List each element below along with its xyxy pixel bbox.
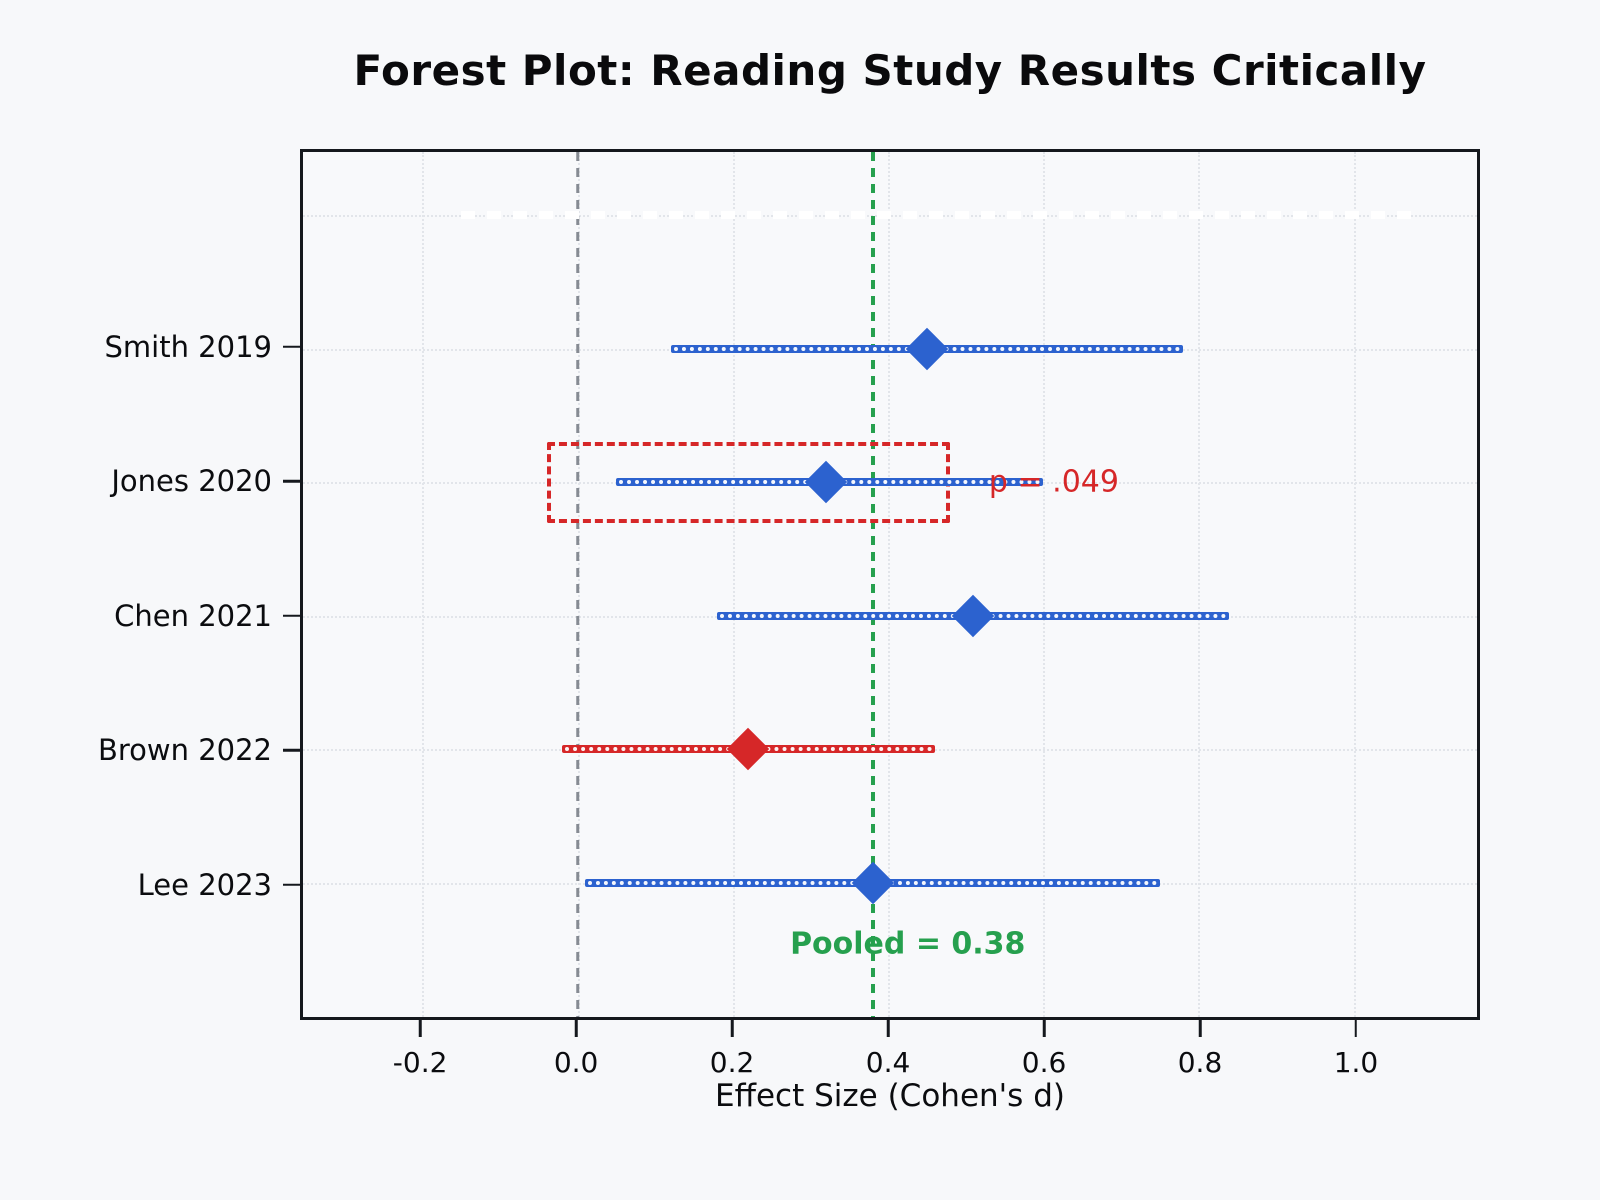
pooled-effect-line — [870, 152, 875, 1017]
zero-reference-line — [575, 152, 580, 1017]
estimate-marker-chen-2021 — [952, 594, 995, 637]
plot-area: p = .049 Pooled = 0.38 — [300, 149, 1480, 1020]
study-label-smith-2019: Smith 2019 — [104, 329, 273, 364]
study-label-lee-2023: Lee 2023 — [137, 867, 272, 902]
ghost-ci-bar — [461, 211, 1424, 220]
x-tick-label: 0.0 — [553, 1046, 599, 1079]
x-axis-label: Effect Size (Cohen's d) — [715, 1078, 1065, 1114]
y-tick — [283, 883, 300, 887]
study-label-brown-2022: Brown 2022 — [97, 733, 272, 768]
v-gridline — [888, 152, 891, 1017]
v-gridline — [1043, 152, 1046, 1017]
x-tick — [1354, 1020, 1358, 1037]
v-gridline — [422, 152, 425, 1017]
x-tick-label: 1.0 — [1333, 1046, 1379, 1079]
v-gridline — [732, 152, 735, 1017]
y-tick — [283, 614, 300, 618]
x-tick — [418, 1020, 422, 1037]
y-axis-labels: Smith 2019 Jones 2020 Chen 2021 Brown 2022 L… — [0, 149, 272, 1020]
x-tick-label: 0.8 — [1177, 1046, 1223, 1079]
v-gridline — [1198, 152, 1201, 1017]
x-tick-label: 0.4 — [865, 1046, 911, 1079]
pooled-estimate-label: Pooled = 0.38 — [790, 926, 1026, 962]
estimate-marker-smith-2019 — [905, 327, 949, 370]
v-gridline — [1353, 152, 1356, 1017]
study-label-chen-2021: Chen 2021 — [114, 598, 272, 633]
p-value-annotation: p = .049 — [988, 464, 1119, 500]
x-axis: -0.2 0.0 0.2 0.4 0.6 0.8 1.0 — [300, 1020, 1480, 1140]
x-tick-label: 0.6 — [1021, 1046, 1067, 1079]
chart-title: Forest Plot: Reading Study Results Criti… — [353, 46, 1427, 95]
x-tick — [1198, 1020, 1202, 1037]
x-tick — [574, 1020, 578, 1037]
x-tick — [1042, 1020, 1046, 1037]
y-tick — [283, 480, 300, 483]
x-tick-label: -0.2 — [392, 1046, 448, 1079]
y-tick — [283, 749, 300, 752]
x-tick-label: 0.2 — [709, 1046, 755, 1079]
y-tick — [283, 345, 300, 349]
x-tick — [886, 1020, 890, 1037]
study-label-jones-2020: Jones 2020 — [111, 464, 272, 499]
y-axis-ticks — [283, 149, 300, 1020]
x-tick — [730, 1020, 734, 1037]
